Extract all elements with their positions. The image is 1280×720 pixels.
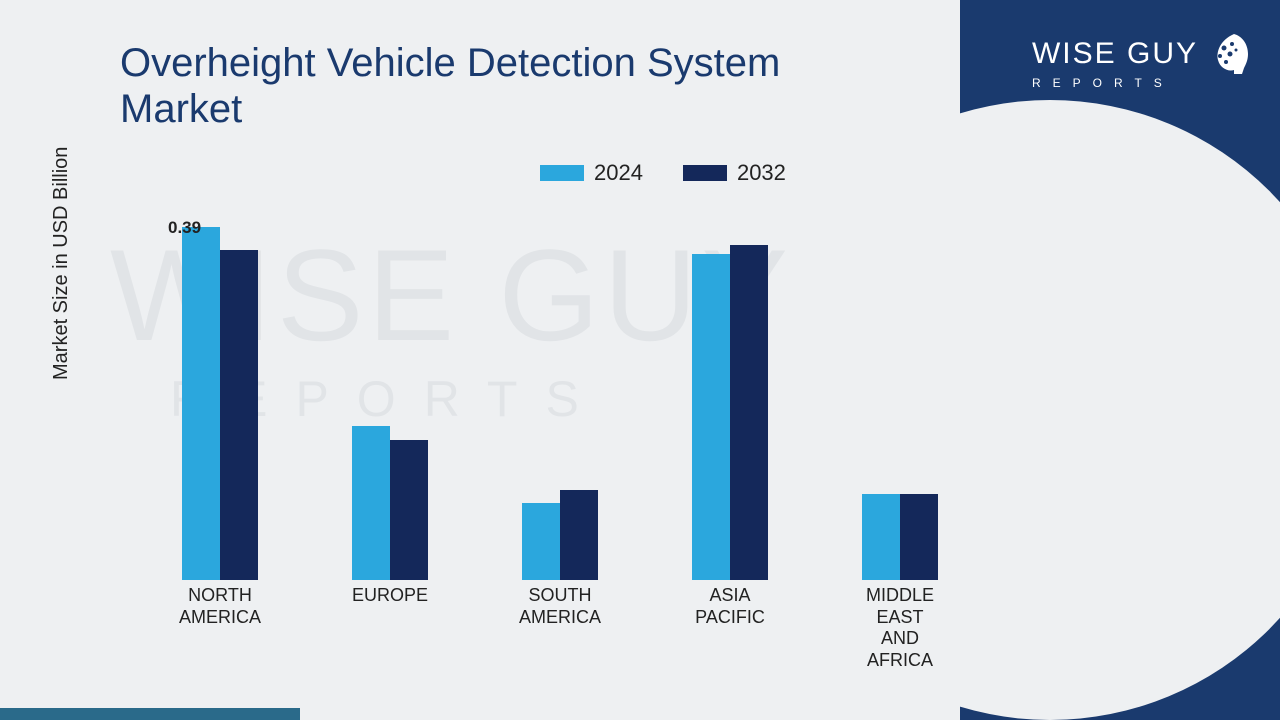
brand-head-icon xyxy=(1204,30,1252,78)
legend-item-2032: 2032 xyxy=(683,160,786,186)
brand-subtitle: REPORTS xyxy=(1032,76,1252,90)
x-axis-label: ASIA PACIFIC xyxy=(670,585,790,628)
bar-group xyxy=(500,490,620,580)
x-axis-label: SOUTH AMERICA xyxy=(500,585,620,628)
bar-2024 xyxy=(862,494,900,580)
legend-label-2032: 2032 xyxy=(737,160,786,186)
bar-2032 xyxy=(220,250,258,580)
legend-label-2024: 2024 xyxy=(594,160,643,186)
y-axis-label: Market Size in USD Billion xyxy=(50,147,73,380)
brand-name: WISE GUY xyxy=(1032,37,1198,71)
chart-area: Market Size in USD Billion 2024 2032 0.3… xyxy=(60,160,960,700)
bar-2032 xyxy=(730,245,768,580)
bar-2032 xyxy=(560,490,598,580)
brand-logo: WISE GUY REPORTS xyxy=(1032,30,1252,90)
bar-2024 xyxy=(352,426,390,580)
bar-2032 xyxy=(900,494,938,580)
legend-item-2024: 2024 xyxy=(540,160,643,186)
data-label: 0.39 xyxy=(168,218,201,238)
bar-group xyxy=(670,245,790,580)
x-axis-label: MIDDLE EAST AND AFRICA xyxy=(840,585,960,671)
bar-2032 xyxy=(390,440,428,580)
chart-title: Overheight Vehicle Detection System Mark… xyxy=(120,40,880,132)
bar-group xyxy=(840,494,960,580)
bar-2024 xyxy=(522,503,560,580)
x-axis-labels: NORTH AMERICA EUROPE SOUTH AMERICA ASIA PAC… xyxy=(130,585,950,685)
chart-legend: 2024 2032 xyxy=(540,160,786,186)
x-axis-label: NORTH AMERICA xyxy=(160,585,280,628)
bar-2024 xyxy=(692,254,730,580)
chart-plot: 0.39 xyxy=(130,200,950,580)
bar-group xyxy=(160,227,280,580)
x-axis-label: EUROPE xyxy=(330,585,450,607)
legend-swatch-2032 xyxy=(683,165,727,181)
legend-swatch-2024 xyxy=(540,165,584,181)
bar-2024 xyxy=(182,227,220,580)
bar-group xyxy=(330,426,450,580)
bottom-accent-bar xyxy=(0,708,300,720)
